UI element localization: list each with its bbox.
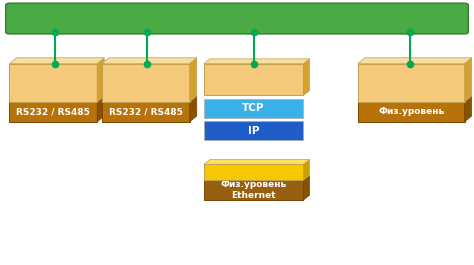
Text: IP: IP — [248, 126, 259, 136]
Polygon shape — [190, 58, 197, 102]
Text: Modbus Application Layer: Modbus Application Layer — [140, 12, 334, 25]
Text: Физ.уровень: Физ.уровень — [378, 108, 444, 116]
Text: Modbus RTU: Modbus RTU — [17, 78, 90, 88]
Polygon shape — [204, 121, 303, 140]
Polygon shape — [9, 102, 97, 122]
Polygon shape — [358, 102, 465, 122]
Polygon shape — [303, 160, 310, 180]
FancyBboxPatch shape — [6, 3, 468, 34]
Polygon shape — [204, 59, 310, 64]
Polygon shape — [358, 58, 472, 64]
Polygon shape — [9, 58, 104, 64]
Polygon shape — [303, 175, 310, 200]
Polygon shape — [102, 102, 190, 122]
Polygon shape — [190, 96, 197, 122]
Polygon shape — [204, 164, 303, 180]
Polygon shape — [204, 64, 303, 95]
Polygon shape — [102, 64, 190, 102]
Polygon shape — [204, 180, 303, 200]
Polygon shape — [9, 64, 97, 102]
Polygon shape — [204, 99, 303, 118]
Polygon shape — [97, 96, 104, 122]
Text: RS232 / RS485: RS232 / RS485 — [17, 108, 90, 116]
Text: Modbus ASCII: Modbus ASCII — [105, 78, 186, 88]
Polygon shape — [102, 58, 197, 64]
Text: TCP: TCP — [242, 103, 265, 113]
Text: Другие (Modbus +
и т.д.): Другие (Modbus + и т.д.) — [359, 72, 463, 94]
Text: Modbus TCP: Modbus TCP — [218, 74, 290, 85]
Text: Физ.уровень
Ethernet: Физ.уровень Ethernet — [220, 180, 287, 200]
Polygon shape — [303, 59, 310, 95]
Polygon shape — [358, 64, 465, 102]
Polygon shape — [465, 58, 472, 102]
Polygon shape — [465, 96, 472, 122]
Polygon shape — [204, 160, 310, 164]
Text: Ethernet II / 802.3: Ethernet II / 802.3 — [204, 167, 303, 177]
Polygon shape — [97, 58, 104, 102]
Text: RS232 / RS485: RS232 / RS485 — [109, 108, 182, 116]
